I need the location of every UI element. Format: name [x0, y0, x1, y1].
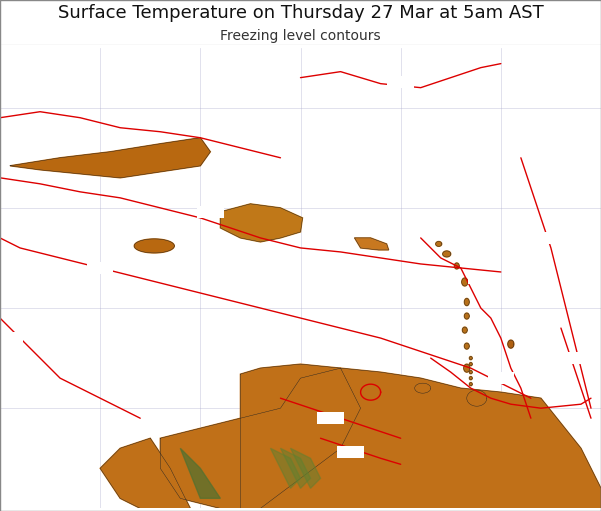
Text: 4000: 4000	[198, 207, 222, 217]
Polygon shape	[469, 383, 472, 386]
Polygon shape	[134, 239, 174, 253]
Text: 4500: 4500	[88, 263, 112, 273]
Polygon shape	[508, 340, 514, 348]
Polygon shape	[100, 438, 191, 508]
Text: 5000: 5000	[0, 333, 22, 343]
Polygon shape	[469, 362, 472, 366]
Polygon shape	[465, 343, 469, 349]
Polygon shape	[436, 242, 442, 246]
Polygon shape	[240, 364, 601, 508]
Polygon shape	[160, 368, 361, 508]
Polygon shape	[355, 238, 389, 250]
Text: 4500: 4500	[409, 327, 433, 337]
Text: Surface Temperature on Thursday 27 Mar at 5am AST: Surface Temperature on Thursday 27 Mar a…	[58, 4, 543, 21]
Polygon shape	[454, 263, 459, 269]
Text: 3500: 3500	[388, 77, 413, 87]
Polygon shape	[290, 448, 320, 489]
Polygon shape	[465, 298, 469, 306]
Polygon shape	[469, 370, 472, 374]
Polygon shape	[467, 390, 487, 406]
Text: 4000: 4000	[469, 273, 493, 283]
Text: 4000: 4000	[538, 233, 563, 243]
Polygon shape	[462, 278, 468, 286]
Polygon shape	[464, 364, 470, 372]
Polygon shape	[465, 313, 469, 319]
Polygon shape	[462, 327, 467, 333]
Text: 4500: 4500	[338, 447, 363, 457]
Polygon shape	[281, 448, 311, 489]
Text: 4500: 4500	[559, 353, 583, 363]
Polygon shape	[415, 383, 431, 393]
Polygon shape	[469, 377, 472, 380]
Text: Freezing level contours: Freezing level contours	[220, 29, 381, 43]
Text: 4500: 4500	[489, 373, 513, 383]
Polygon shape	[221, 204, 302, 242]
Polygon shape	[469, 357, 472, 360]
Polygon shape	[270, 448, 300, 489]
Polygon shape	[443, 251, 451, 257]
Text: 4500: 4500	[319, 413, 343, 423]
Polygon shape	[10, 138, 210, 178]
Polygon shape	[180, 448, 221, 498]
